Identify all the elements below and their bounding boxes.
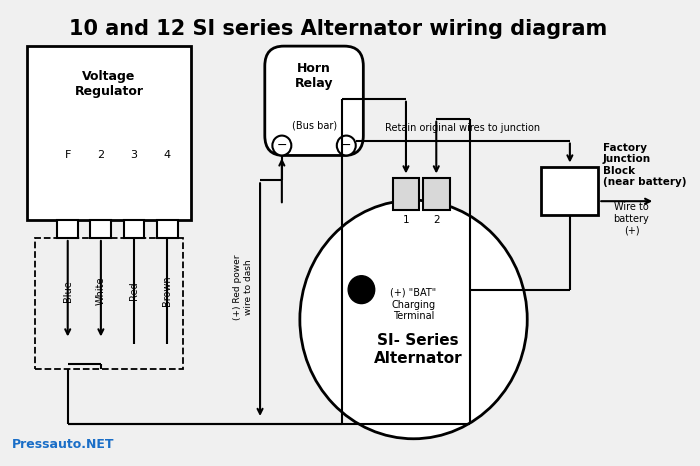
Text: Brown: Brown (162, 276, 172, 307)
Bar (393, 178, 419, 210)
Bar (90, 220, 111, 238)
Text: 10 and 12 SI series Alternator wiring diagram: 10 and 12 SI series Alternator wiring di… (69, 19, 607, 39)
Text: −: − (276, 139, 287, 152)
FancyBboxPatch shape (265, 46, 363, 156)
Text: Red: Red (129, 282, 139, 301)
Bar (34, 238, 183, 369)
Text: (+) Red power
wire to dash: (+) Red power wire to dash (233, 254, 253, 320)
Circle shape (272, 136, 291, 156)
Text: 3: 3 (130, 151, 137, 160)
Circle shape (348, 276, 374, 303)
Text: Blue: Blue (63, 280, 73, 302)
Text: Retain original wires to junction: Retain original wires to junction (385, 123, 540, 133)
Circle shape (300, 200, 527, 439)
Bar (542, 167, 598, 215)
Text: Factory
Junction
Block
(near battery): Factory Junction Block (near battery) (603, 143, 687, 187)
Circle shape (337, 136, 356, 156)
Text: −: − (341, 139, 351, 152)
Text: 2: 2 (97, 151, 104, 160)
Bar (27, 46, 191, 220)
Text: (Bus bar): (Bus bar) (291, 121, 337, 130)
Text: 1: 1 (402, 215, 409, 225)
Bar (157, 220, 178, 238)
Text: SI- Series
Alternator: SI- Series Alternator (374, 333, 463, 365)
Text: Pressauto.NET: Pressauto.NET (12, 438, 114, 451)
Text: Wire to
battery
(+): Wire to battery (+) (614, 203, 650, 236)
Text: Horn
Relay: Horn Relay (295, 62, 333, 90)
Bar (57, 220, 78, 238)
Text: F: F (64, 151, 71, 160)
Bar (423, 178, 449, 210)
Text: 2: 2 (433, 215, 440, 225)
Text: Voltage
Regulator: Voltage Regulator (74, 70, 144, 98)
Bar (124, 220, 144, 238)
Text: White: White (96, 277, 106, 305)
Text: 4: 4 (164, 151, 171, 160)
Text: (+) "BAT"
Charging
Terminal: (+) "BAT" Charging Terminal (391, 288, 437, 321)
